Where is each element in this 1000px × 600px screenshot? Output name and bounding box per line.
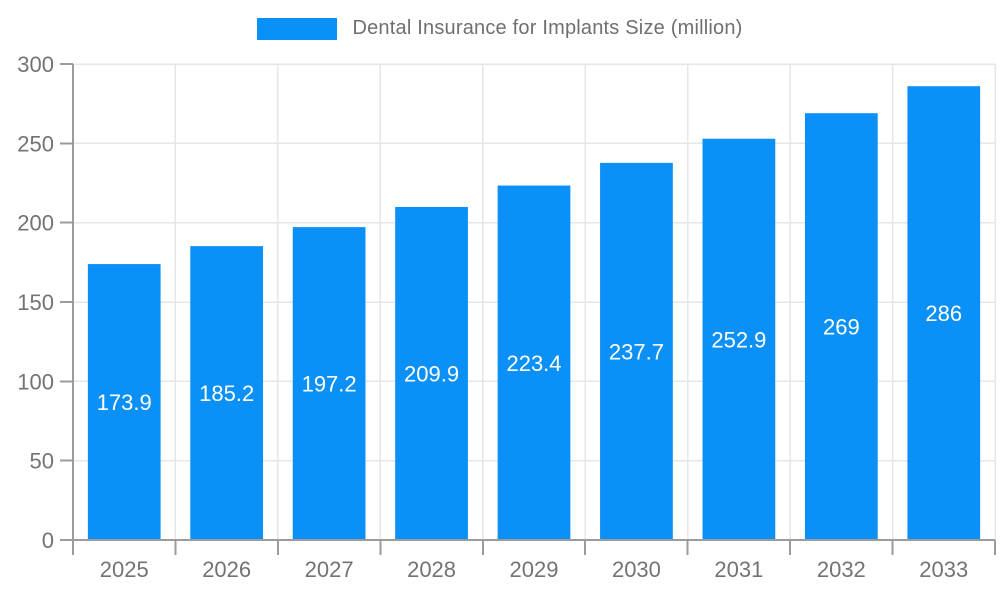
x-tick-label: 2033 [919,557,968,582]
x-tick-label: 2032 [817,557,866,582]
legend-label: Dental Insurance for Implants Size (mill… [352,17,743,39]
bar-value-label: 209.9 [404,361,459,386]
x-tick-label: 2026 [202,557,251,582]
y-tick-label: 50 [30,449,54,474]
y-tick-label: 250 [17,131,54,156]
x-tick-label: 2025 [100,557,149,582]
x-tick-label: 2030 [612,557,661,582]
bar-2028[interactable] [395,206,468,540]
bar-value-label: 185.2 [199,381,254,406]
legend-item[interactable]: Dental Insurance for Implants Size (mill… [0,17,1000,40]
bar-2029[interactable] [497,185,571,540]
x-tick-label: 2027 [305,557,354,582]
bar-2026[interactable] [190,246,264,540]
bar-value-label: 237.7 [609,339,664,364]
y-tick-label: 200 [17,211,54,236]
bar-value-label: 252.9 [711,327,766,352]
y-tick-label: 300 [17,52,54,77]
y-tick-label: 150 [17,290,54,315]
legend-swatch [257,17,338,40]
bar-value-label: 223.4 [506,351,561,376]
bar-2027[interactable] [292,227,366,541]
x-tick-label: 2028 [407,557,456,582]
y-tick-label: 0 [42,528,54,553]
bar-2030[interactable] [600,162,673,540]
bar-2033[interactable] [907,86,981,541]
bar-2032[interactable] [804,113,878,540]
bar-value-label: 269 [823,315,860,340]
bar-2025[interactable] [87,264,161,540]
x-tick-label: 2029 [510,557,559,582]
x-tick-label: 2031 [714,557,763,582]
bar-value-label: 197.2 [302,372,357,397]
bar-2031[interactable] [702,138,776,540]
bar-value-label: 286 [925,301,962,326]
bar-value-label: 173.9 [97,390,152,415]
y-tick-label: 100 [17,369,54,394]
